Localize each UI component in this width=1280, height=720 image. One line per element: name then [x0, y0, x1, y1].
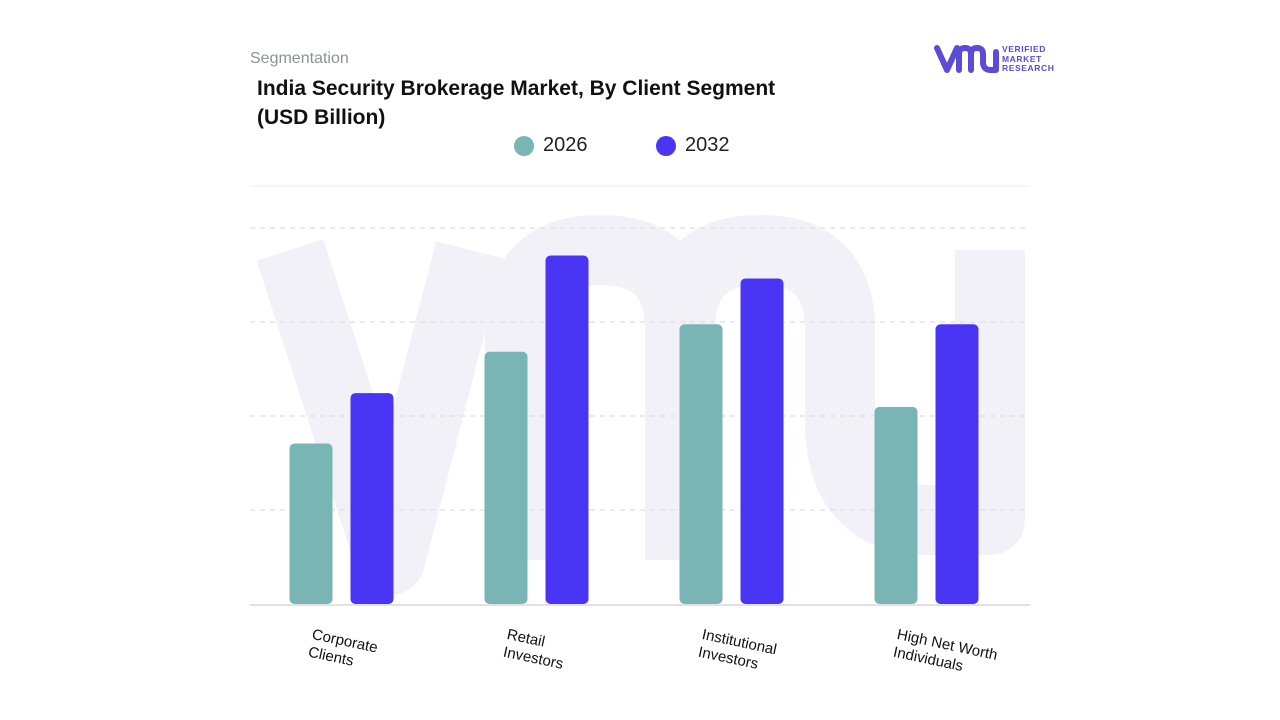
vmr-logo-icon: [934, 45, 999, 73]
legend-swatch-2032: [656, 135, 676, 156]
logo-text: VERIFIED MARKET RESEARCH: [1002, 44, 1055, 74]
logo-line-3: RESEARCH: [1002, 63, 1055, 73]
bar-2032-0: [350, 393, 394, 604]
chart-title: India Security Brokerage Market, By Clie…: [257, 77, 776, 129]
bar-2026-2: [679, 324, 723, 604]
logo-line-1: VERIFIED: [1002, 44, 1047, 54]
segment-label: Segmentation: [250, 50, 349, 67]
legend-label-2026: 2026: [543, 134, 588, 156]
bar-2032-1: [545, 255, 589, 604]
bar-2032-2: [740, 278, 784, 604]
legend-swatch-2026: [514, 135, 534, 156]
legend-item-2026: 2026: [514, 134, 588, 157]
legend-item-2032: 2032: [656, 134, 730, 157]
bar-2026-0: [289, 443, 333, 604]
legend-label-2032: 2032: [685, 134, 730, 156]
logo-line-2: MARKET: [1002, 53, 1042, 64]
bar-2026-3: [874, 406, 918, 604]
legend: 2026 2032: [0, 134, 1280, 162]
bar-2026-1: [484, 351, 528, 604]
bar-2032-3: [935, 324, 979, 604]
